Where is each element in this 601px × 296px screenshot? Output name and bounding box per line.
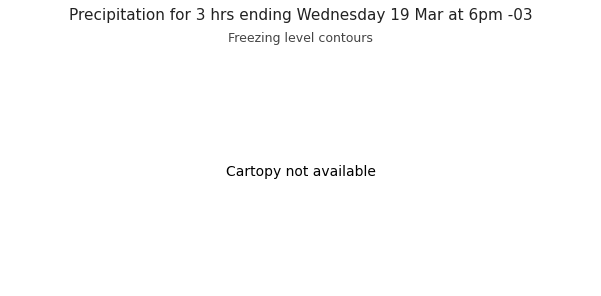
Text: Cartopy not available: Cartopy not available	[225, 165, 376, 179]
Text: Freezing level contours: Freezing level contours	[228, 32, 373, 45]
Text: Precipitation for 3 hrs ending Wednesday 19 Mar at 6pm -03: Precipitation for 3 hrs ending Wednesday…	[69, 8, 532, 23]
